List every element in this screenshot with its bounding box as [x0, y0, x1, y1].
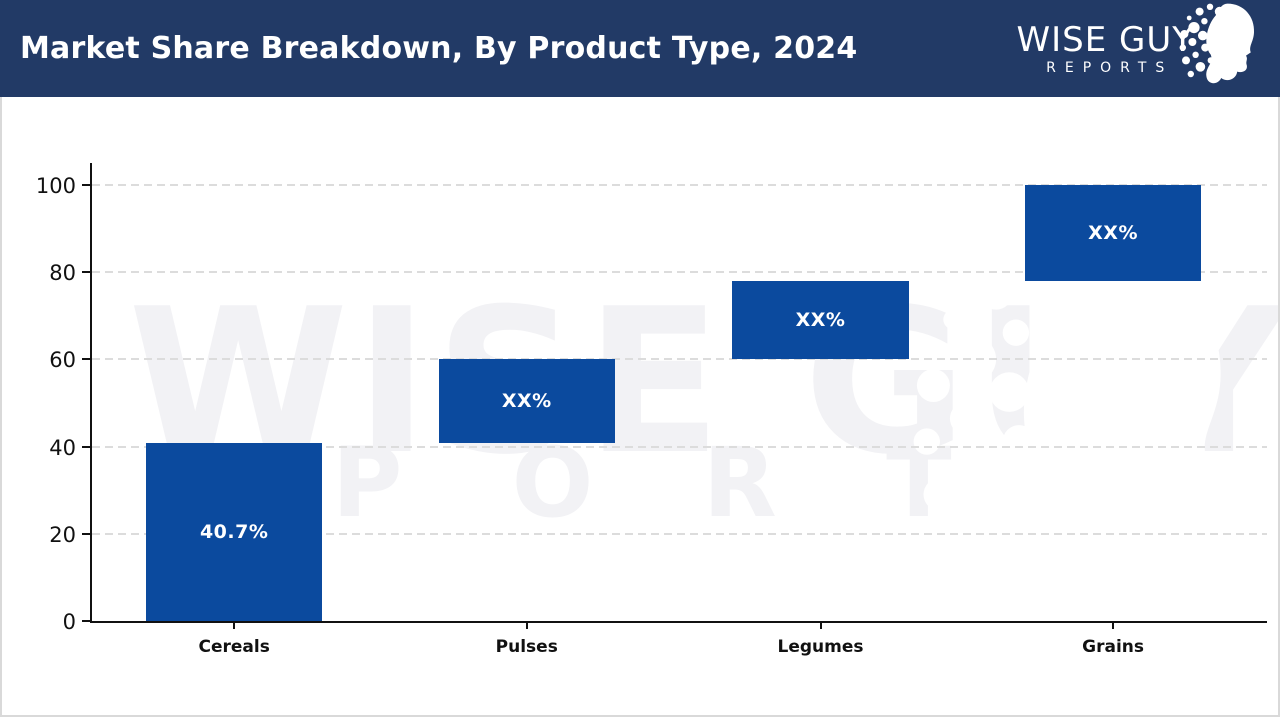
dotted-head-icon: [1179, 3, 1255, 83]
ytick-label: 80: [49, 261, 76, 286]
ytick-label: 100: [35, 174, 76, 199]
bar-legumes: XX%: [732, 280, 909, 360]
ytick-label: 60: [49, 348, 76, 373]
logo-subtitle: REPORTS: [1046, 60, 1174, 77]
bar-value-label: 40.7%: [199, 521, 269, 544]
gridline: [92, 532, 1267, 535]
x-category-label: Legumes: [777, 637, 864, 657]
x-category-label: Cereals: [198, 637, 270, 657]
chart-card: WISE GUY P O R T S 0 20 40 60 80 100 Cereals Pu…: [0, 97, 1280, 717]
ytick-label: 40: [49, 435, 76, 460]
header-bar: Market Share Breakdown, By Product Type,…: [0, 0, 1280, 97]
plot-area: 0 20 40 60 80 100 Cereals Pulses Legumes Grains 40…: [36, 163, 1267, 657]
bar-value-label: XX%: [795, 309, 846, 332]
logo-text: WISE GUY REPORTS: [1016, 19, 1194, 77]
ytick-mark: [82, 445, 90, 448]
page-title: Market Share Breakdown, By Product Type,…: [20, 31, 858, 66]
x-category-label: Pulses: [495, 637, 558, 657]
gridline: [92, 183, 1267, 186]
ytick-label: 0: [62, 610, 76, 635]
wise-guy-reports-logo: WISE GUY REPORTS: [1016, 3, 1258, 90]
ytick-mark: [82, 358, 90, 361]
bar-value-label: XX%: [501, 390, 552, 413]
ytick-mark: [82, 532, 90, 535]
bar-pulses: XX%: [438, 359, 615, 444]
ytick-mark: [82, 183, 90, 186]
bar-cereals: 40.7%: [146, 443, 323, 621]
gridline: [92, 271, 1267, 274]
xtick-mark: [233, 621, 236, 629]
ytick-mark: [82, 620, 90, 622]
xtick-mark: [1112, 621, 1115, 629]
gridline: [92, 358, 1267, 361]
gridline: [92, 445, 1267, 448]
bar-value-label: XX%: [1088, 221, 1138, 244]
ytick-mark: [82, 271, 90, 274]
ytick-label: 20: [49, 522, 76, 547]
xtick-mark: [819, 621, 822, 629]
bar-grains: XX%: [1024, 184, 1202, 281]
x-category-label: Grains: [1082, 637, 1144, 657]
logo-wordmark: WISE GUY: [1016, 19, 1194, 60]
xtick-mark: [525, 621, 528, 629]
